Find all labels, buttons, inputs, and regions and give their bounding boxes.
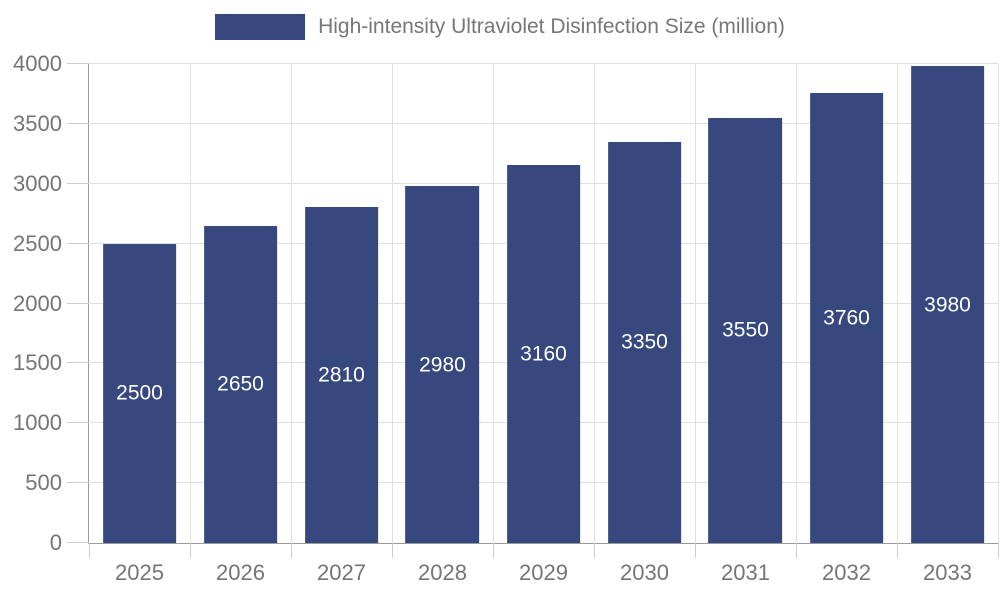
y-axis-tick-label: 500 [25, 470, 62, 496]
x-axis-tick [190, 543, 191, 558]
bar-slot: 2500 [89, 64, 190, 543]
x-gridline [594, 64, 595, 543]
x-axis-tick-label: 2031 [721, 560, 770, 585]
legend-label: High-intensity Ultraviolet Disinfection … [318, 15, 785, 38]
y-gridline [89, 122, 998, 124]
y-axis-tick-label: 2000 [13, 290, 62, 316]
x-axis-tick-label: 2028 [418, 560, 467, 585]
y-axis-tick [67, 542, 89, 543]
x-axis-tick [694, 543, 696, 558]
bar-2029[interactable]: 3160 [506, 164, 581, 543]
x-axis-tick [291, 543, 292, 558]
y-axis-tick [67, 482, 89, 484]
y-axis-tick-label: 0 [49, 530, 62, 555]
x-axis-tick [493, 543, 494, 558]
bar-value-label: 3760 [823, 306, 870, 330]
y-axis-tick [67, 302, 89, 304]
bar-slot: 3160 [493, 64, 594, 543]
bar-2032[interactable]: 3760 [809, 92, 884, 543]
y-axis-tick-label: 4000 [13, 51, 62, 76]
bar-value-label: 3350 [621, 330, 668, 354]
x-axis-tick-label: 2027 [317, 560, 366, 585]
bar-slot: 2810 [291, 64, 392, 543]
x-axis-tick [796, 543, 797, 558]
x-axis-tick-label: 2029 [519, 560, 568, 585]
x-axis-tick [897, 543, 898, 558]
x-axis-tick-label: 2025 [115, 560, 164, 585]
x-axis-tick [391, 543, 393, 558]
x-axis-tick-label: 2033 [923, 560, 972, 585]
bar-slot: 2650 [190, 64, 291, 543]
bar-slot: 2980 [392, 64, 493, 543]
y-axis-tick [67, 182, 89, 184]
y-axis-tick [67, 63, 89, 64]
bar-2031[interactable]: 3550 [708, 117, 783, 543]
legend[interactable]: High-intensity Ultraviolet Disinfection … [0, 14, 1000, 40]
legend-swatch-icon [215, 14, 306, 40]
x-gridline [897, 64, 898, 543]
bar-2028[interactable]: 2980 [405, 186, 480, 543]
y-axis-tick-label: 3500 [13, 110, 62, 136]
bar-slot: 3760 [796, 64, 897, 543]
bar-2025[interactable]: 2500 [102, 243, 177, 543]
bar-value-label: 3550 [722, 318, 769, 342]
y-axis-tick-label: 3000 [13, 170, 62, 196]
x-axis-tick [594, 543, 595, 558]
bar-value-label: 2650 [217, 372, 264, 396]
x-axis-tick-label: 2032 [822, 560, 871, 585]
y-axis-tick-label: 1000 [13, 410, 62, 436]
bar-value-label: 3160 [520, 342, 567, 366]
x-axis-tick-label: 2026 [216, 560, 265, 585]
x-gridline [291, 64, 292, 543]
x-gridline [796, 64, 797, 543]
y-axis-tick-label: 1500 [13, 350, 62, 376]
y-axis-tick [67, 122, 89, 124]
x-gridline [694, 64, 696, 543]
y-gridline [89, 63, 998, 64]
plot-area: 0 500 1000 1500 2000 2500 3000 3500 4000 2500 2025… [13, 53, 999, 584]
y-axis-tick [67, 242, 89, 244]
x-gridline [998, 64, 999, 543]
bar-2030[interactable]: 3350 [607, 141, 682, 543]
bar-2033[interactable]: 3980 [910, 66, 985, 543]
y-axis-tick [67, 362, 89, 364]
x-gridline [493, 64, 494, 543]
x-axis-tick [998, 543, 999, 558]
bar-slot: 3550 [695, 64, 796, 543]
bar-slot: 3980 [897, 64, 998, 543]
y-axis-tick [67, 422, 89, 424]
bar-value-label: 2810 [318, 363, 365, 387]
bar-value-label: 2980 [419, 353, 466, 377]
bar-value-label: 3980 [924, 293, 971, 317]
x-gridline [391, 64, 393, 543]
y-axis-tick-label: 2500 [13, 230, 62, 256]
bar-value-label: 2500 [116, 381, 163, 405]
bar-2026[interactable]: 2650 [203, 225, 278, 543]
x-axis-tick-label: 2030 [620, 560, 669, 585]
x-axis-tick [89, 543, 90, 558]
x-gridline [190, 64, 191, 543]
bar-2027[interactable]: 2810 [304, 206, 379, 543]
bar-slot: 3350 [594, 64, 695, 543]
